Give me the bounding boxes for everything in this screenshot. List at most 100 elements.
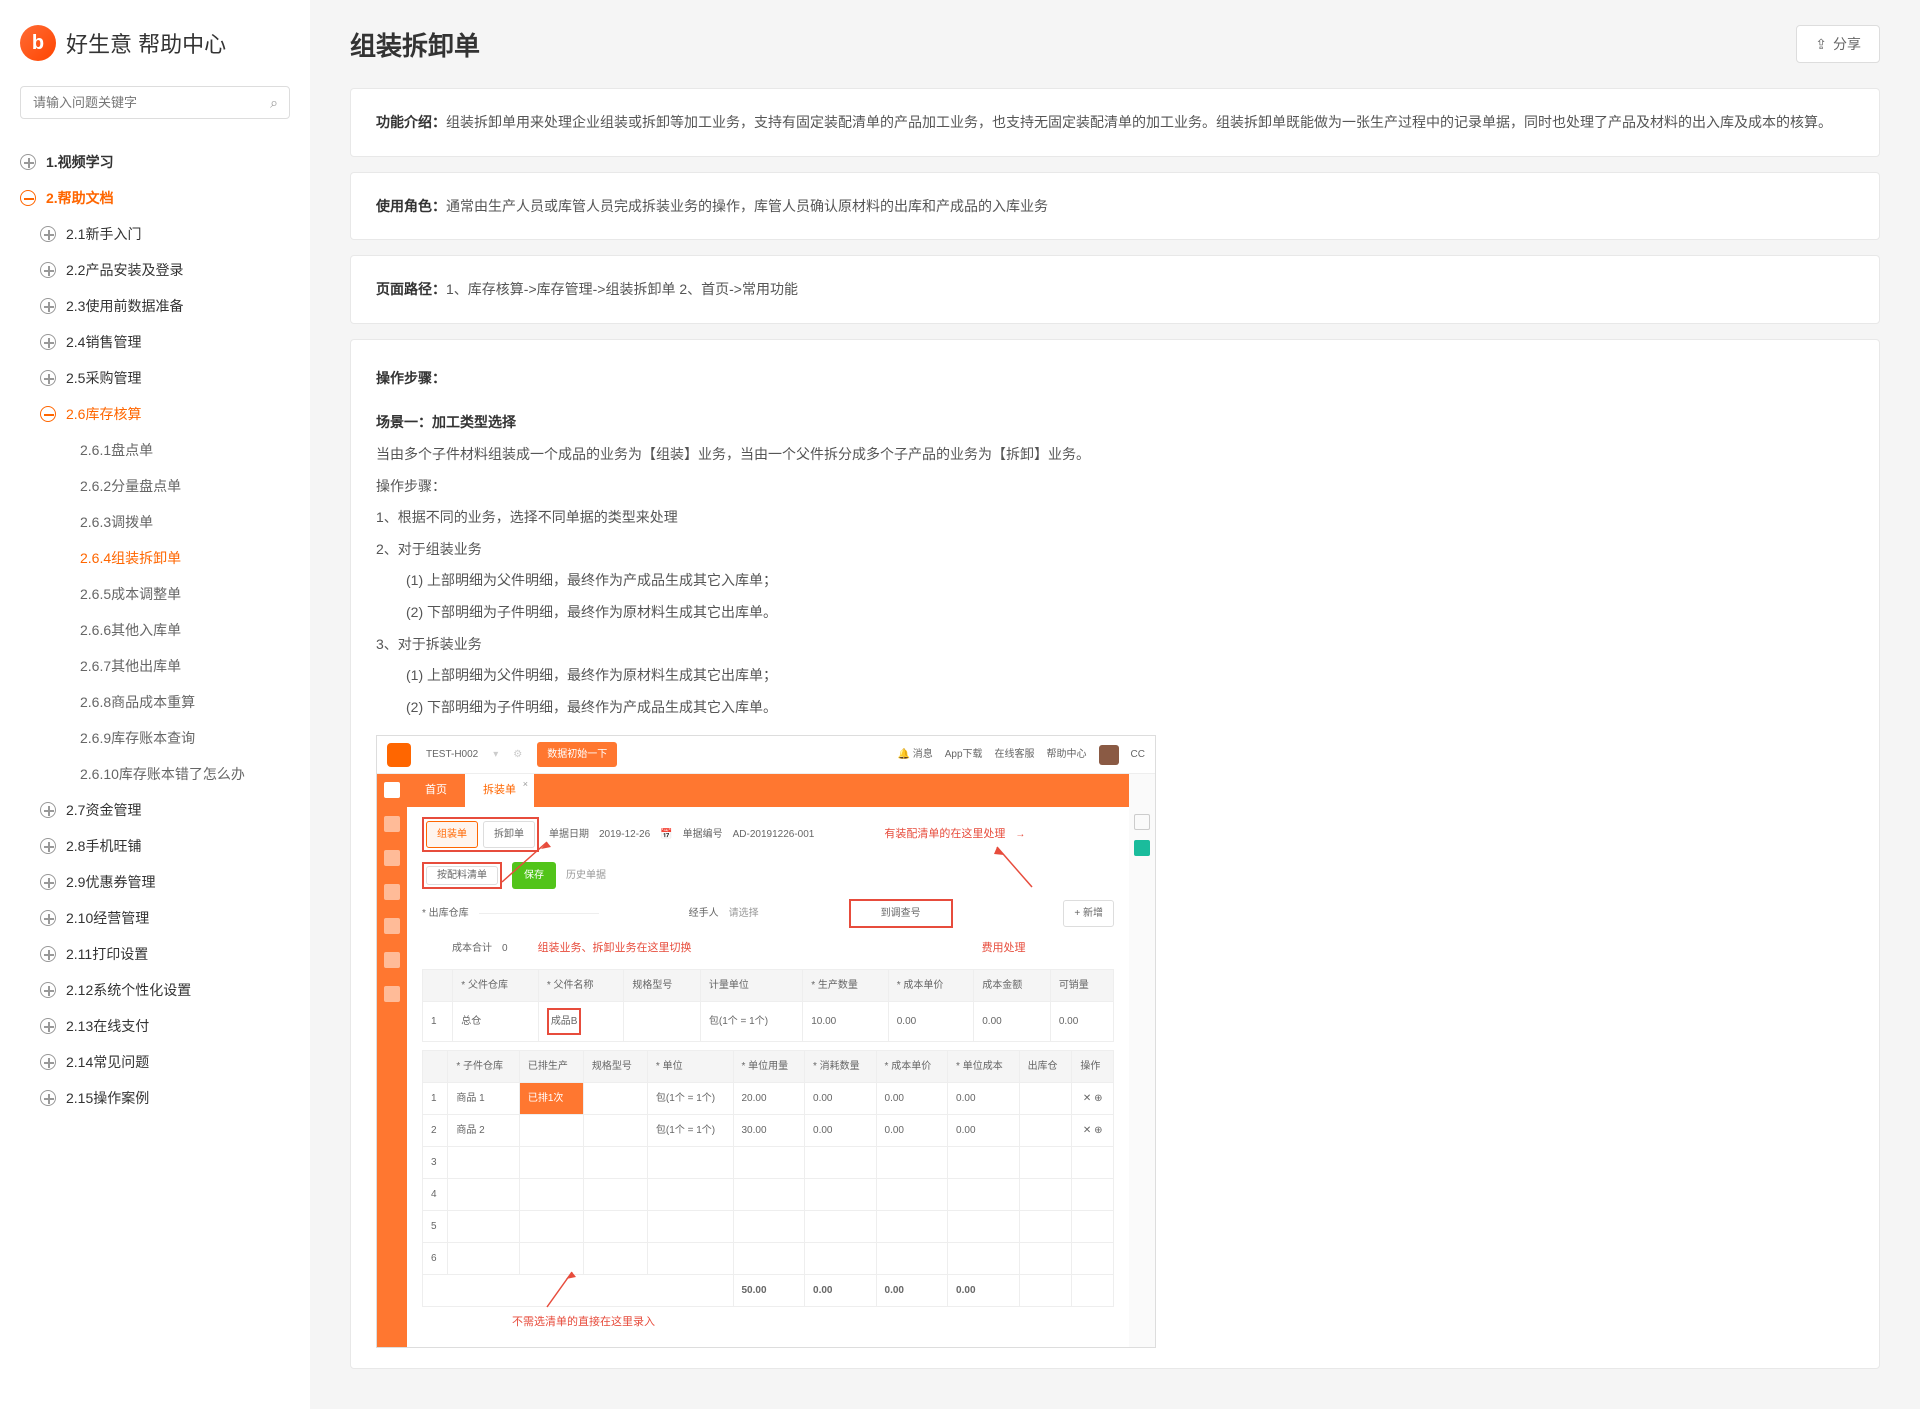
scene1-desc: 当由多个子件材料组装成一个成品的业务为【组装】业务，当由一个父件拆分成多个子产品…: [376, 441, 1854, 468]
nav-icon-2: [384, 850, 400, 866]
path-panel: 页面路径：1、库存核算->库存管理->组装拆卸单 2、首页->常用功能: [350, 255, 1880, 324]
annotation-2: 有装配清单的在这里处理: [884, 824, 1005, 845]
scene1-title: 场景一：加工类型选择: [376, 409, 1854, 436]
ss-user: CC: [1131, 745, 1145, 764]
ss-service-link: 在线客服: [995, 745, 1035, 764]
ss-invoice-highlight: 到调查号: [849, 899, 953, 928]
nav-label: 2.14常见问题: [66, 1052, 149, 1072]
nav-item[interactable]: 2.14常见问题: [20, 1044, 290, 1080]
nav-item[interactable]: 2.6.1盘点单: [20, 432, 290, 468]
nav-item[interactable]: 2.6库存核算: [20, 396, 290, 432]
nav-icon-6: [384, 986, 400, 1002]
nav-item[interactable]: 2.15操作案例: [20, 1080, 290, 1116]
nav-label: 2.4销售管理: [66, 332, 141, 352]
nav-item[interactable]: 2.13在线支付: [20, 1008, 290, 1044]
nav-icon-3: [384, 884, 400, 900]
nav-label: 2.9优惠券管理: [66, 872, 155, 892]
nav-icon-5: [384, 952, 400, 968]
logo-icon: b: [20, 25, 56, 61]
nav-item[interactable]: 2.帮助文档: [20, 180, 290, 216]
nav-label: 2.8手机旺铺: [66, 836, 141, 856]
nav-label: 2.6.5成本调整单: [80, 584, 181, 604]
nav-label: 2.6.3调拨单: [80, 512, 153, 532]
minus-icon: [20, 190, 36, 206]
nav-item[interactable]: 2.5采购管理: [20, 360, 290, 396]
ss-handler-label: 经手人: [689, 904, 719, 923]
intro-label: 功能介绍：: [376, 114, 446, 130]
plus-icon: [40, 802, 56, 818]
plus-icon: [40, 910, 56, 926]
embedded-screenshot: TEST-H002 ▾ ⚙ 数据初始一下 🔔 消息 App下载 在线客服 帮助中…: [376, 735, 1156, 1348]
ss-cost-value: 0: [502, 939, 508, 958]
nav-item[interactable]: 2.2产品安装及登录: [20, 252, 290, 288]
nav-item[interactable]: 2.6.7其他出库单: [20, 648, 290, 684]
ss-save-button: 保存: [512, 862, 556, 889]
step-3-1: (1) 上部明细为父件明细，最终作为原材料生成其它出库单；: [376, 662, 1854, 689]
plus-icon: [40, 262, 56, 278]
nav-item[interactable]: 2.6.6其他入库单: [20, 612, 290, 648]
nav-item[interactable]: 2.4销售管理: [20, 324, 290, 360]
nav-label: 2.6.2分量盘点单: [80, 476, 181, 496]
ss-msg-link: 🔔 消息: [898, 745, 933, 764]
ss-rightbar: [1129, 774, 1155, 1347]
ss-warehouse-label: * 出库仓库: [422, 904, 469, 923]
nav-item[interactable]: 2.1新手入门: [20, 216, 290, 252]
nav-item[interactable]: 2.6.8商品成本重算: [20, 684, 290, 720]
search-input[interactable]: [20, 86, 290, 119]
ss-radio-assemble: 组装单: [426, 821, 478, 848]
nav-icon-4: [384, 918, 400, 934]
minus-icon: [40, 406, 56, 422]
nav-label: 2.3使用前数据准备: [66, 296, 183, 316]
ss-tenant-id: TEST-H002: [426, 745, 478, 764]
nav-item[interactable]: 2.8手机旺铺: [20, 828, 290, 864]
nav-label: 2.6.4组装拆卸单: [80, 548, 181, 568]
ss-leftbar: [377, 774, 407, 1347]
nav-label: 2.7资金管理: [66, 800, 141, 820]
share-button[interactable]: ⇪ 分享: [1796, 25, 1880, 63]
search-icon[interactable]: ⌕: [270, 94, 278, 111]
plus-icon: [40, 982, 56, 998]
nav-item[interactable]: 2.7资金管理: [20, 792, 290, 828]
ss-template-button: 按配料清单: [426, 866, 498, 885]
ss-logo-icon: [387, 743, 411, 767]
ss-help-link: 帮助中心: [1047, 745, 1087, 764]
step-3: 3、对于拆装业务: [376, 631, 1854, 658]
plus-icon: [40, 298, 56, 314]
nav-label: 2.6.9库存账本查询: [80, 728, 195, 748]
tool-icon-1: [1134, 814, 1150, 830]
nav-tree: 1.视频学习2.帮助文档2.1新手入门2.2产品安装及登录 2.3使用前数据准备 2…: [20, 144, 290, 1116]
ss-date-value: 2019-12-26: [599, 825, 650, 844]
nav-item[interactable]: 2.6.4组装拆卸单: [20, 540, 290, 576]
plus-icon: [40, 1018, 56, 1034]
nav-item[interactable]: 2.6.2分量盘点单: [20, 468, 290, 504]
ss-init-button: 数据初始一下: [537, 742, 617, 767]
nav-item[interactable]: 2.6.10库存账本错了怎么办: [20, 756, 290, 792]
share-label: 分享: [1833, 34, 1861, 54]
annotation-3: 费用处理: [982, 938, 1026, 959]
nav-label: 2.6.1盘点单: [80, 440, 153, 460]
logo: b 好生意 帮助中心: [20, 25, 290, 61]
nav-item[interactable]: 2.12系统个性化设置: [20, 972, 290, 1008]
share-icon: ⇪: [1815, 36, 1827, 53]
nav-item[interactable]: 2.11打印设置: [20, 936, 290, 972]
ss-tab-home: 首页: [407, 774, 465, 807]
page-title: 组装拆卸单: [350, 26, 480, 63]
nav-item[interactable]: 2.3使用前数据准备: [20, 288, 290, 324]
plus-icon: [40, 370, 56, 386]
logo-text: 好生意 帮助中心: [66, 27, 226, 59]
substeps-title: 操作步骤：: [376, 473, 1854, 500]
role-label: 使用角色：: [376, 198, 446, 214]
role-panel: 使用角色：通常由生产人员或库管人员完成拆装业务的操作，库管人员确认原材料的出库和…: [350, 172, 1880, 241]
nav-item[interactable]: 2.9优惠券管理: [20, 864, 290, 900]
nav-item[interactable]: 2.6.3调拨单: [20, 504, 290, 540]
main-content: 组装拆卸单 ⇪ 分享 功能介绍：组装拆卸单用来处理企业组装或拆卸等加工业务，支持…: [310, 0, 1920, 1409]
nav-item[interactable]: 1.视频学习: [20, 144, 290, 180]
nav-item[interactable]: 2.6.9库存账本查询: [20, 720, 290, 756]
plus-icon: [40, 946, 56, 962]
nav-label: 2.11打印设置: [66, 944, 148, 964]
close-icon: ×: [523, 776, 528, 793]
plus-icon: [40, 838, 56, 854]
nav-item[interactable]: 2.10经营管理: [20, 900, 290, 936]
nav-item[interactable]: 2.6.5成本调整单: [20, 576, 290, 612]
intro-panel: 功能介绍：组装拆卸单用来处理企业组装或拆卸等加工业务，支持有固定装配清单的产品加…: [350, 88, 1880, 157]
